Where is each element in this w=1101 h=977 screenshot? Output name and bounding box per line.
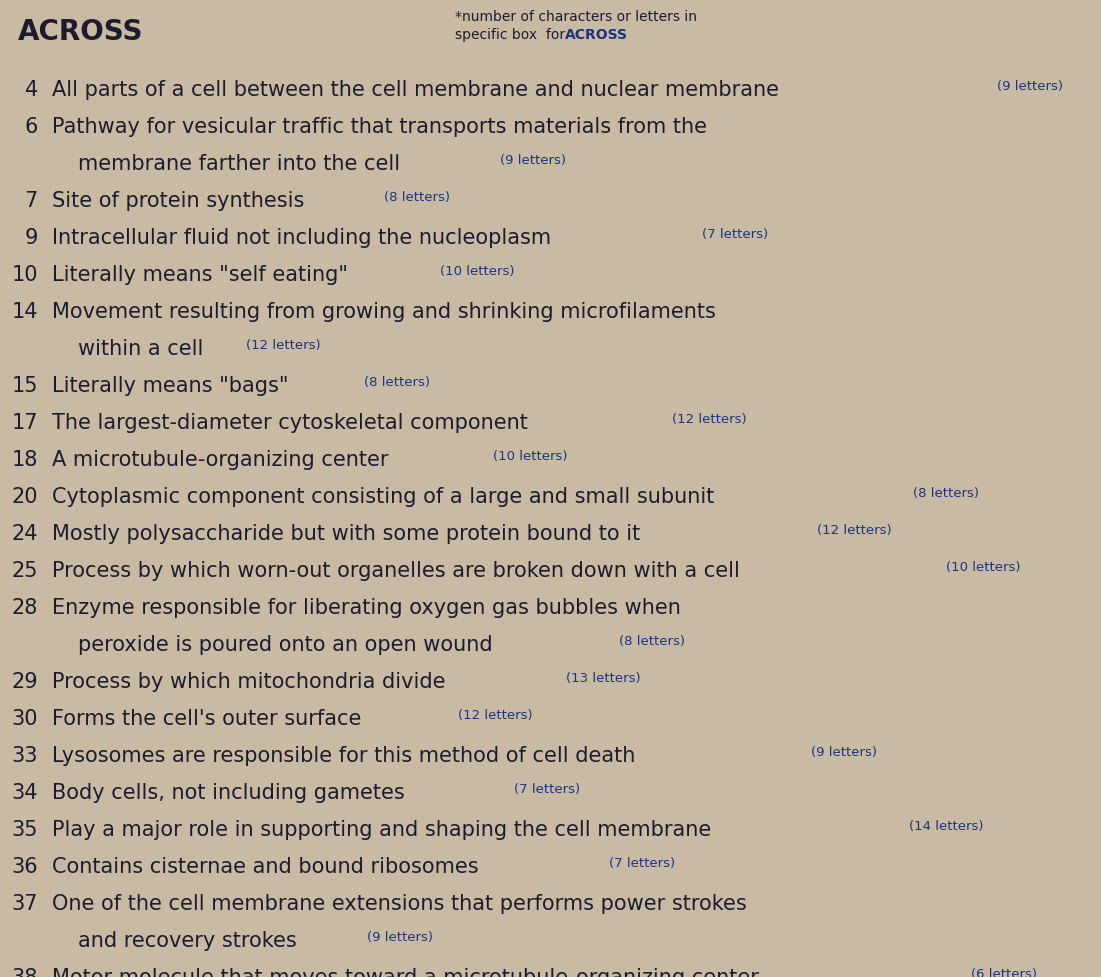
Text: Mostly polysaccharide but with some protein bound to it: Mostly polysaccharide but with some prot… (52, 524, 641, 543)
Text: 6: 6 (24, 117, 39, 137)
Text: Pathway for vesicular traffic that transports materials from the: Pathway for vesicular traffic that trans… (52, 117, 707, 137)
Text: 10: 10 (11, 265, 39, 284)
Text: 38: 38 (12, 967, 39, 977)
Text: (14 letters): (14 letters) (909, 819, 983, 832)
Text: A microtubule-organizing center: A microtubule-organizing center (52, 449, 389, 470)
Text: membrane farther into the cell: membrane farther into the cell (78, 153, 400, 174)
Text: (6 letters): (6 letters) (971, 967, 1036, 977)
Text: Motor molecule that moves toward a microtubule-organizing center: Motor molecule that moves toward a micro… (52, 967, 759, 977)
Text: 35: 35 (11, 819, 39, 839)
Text: (7 letters): (7 letters) (609, 856, 675, 870)
Text: Play a major role in supporting and shaping the cell membrane: Play a major role in supporting and shap… (52, 819, 711, 839)
Text: 15: 15 (11, 375, 39, 396)
Text: and recovery strokes: and recovery strokes (78, 930, 297, 950)
Text: Process by which worn-out organelles are broken down with a cell: Process by which worn-out organelles are… (52, 561, 740, 580)
Text: Site of protein synthesis: Site of protein synthesis (52, 191, 304, 211)
Text: Literally means "self eating": Literally means "self eating" (52, 265, 348, 284)
Text: 34: 34 (11, 783, 39, 802)
Text: (7 letters): (7 letters) (702, 228, 768, 240)
Text: peroxide is poured onto an open wound: peroxide is poured onto an open wound (78, 634, 492, 655)
Text: 28: 28 (12, 597, 39, 617)
Text: Cytoplasmic component consisting of a large and small subunit: Cytoplasmic component consisting of a la… (52, 487, 715, 506)
Text: Literally means "bags": Literally means "bags" (52, 375, 288, 396)
Text: (12 letters): (12 letters) (247, 339, 320, 352)
Text: 17: 17 (11, 412, 39, 433)
Text: specific box  for: specific box for (455, 28, 569, 42)
Text: (10 letters): (10 letters) (440, 265, 515, 277)
Text: (12 letters): (12 letters) (673, 412, 748, 426)
Text: (8 letters): (8 letters) (620, 634, 686, 648)
Text: ACROSS: ACROSS (565, 28, 628, 42)
Text: Contains cisternae and bound ribosomes: Contains cisternae and bound ribosomes (52, 856, 479, 876)
Text: 14: 14 (11, 302, 39, 321)
Text: Body cells, not including gametes: Body cells, not including gametes (52, 783, 405, 802)
Text: *number of characters or letters in: *number of characters or letters in (455, 10, 697, 24)
Text: (8 letters): (8 letters) (363, 375, 429, 389)
Text: (9 letters): (9 letters) (811, 745, 877, 758)
Text: Process by which mitochondria divide: Process by which mitochondria divide (52, 671, 446, 692)
Text: 24: 24 (11, 524, 39, 543)
Text: ACROSS: ACROSS (18, 18, 143, 46)
Text: (9 letters): (9 letters) (996, 80, 1062, 93)
Text: (12 letters): (12 letters) (458, 708, 532, 721)
Text: Enzyme responsible for liberating oxygen gas bubbles when: Enzyme responsible for liberating oxygen… (52, 597, 680, 617)
Text: 18: 18 (12, 449, 39, 470)
Text: 20: 20 (11, 487, 39, 506)
Text: One of the cell membrane extensions that performs power strokes: One of the cell membrane extensions that… (52, 893, 746, 913)
Text: (8 letters): (8 letters) (384, 191, 450, 204)
Text: within a cell: within a cell (78, 339, 204, 359)
Text: (7 letters): (7 letters) (513, 783, 580, 795)
Text: 25: 25 (11, 561, 39, 580)
Text: 30: 30 (11, 708, 39, 728)
Text: 33: 33 (11, 745, 39, 765)
Text: All parts of a cell between the cell membrane and nuclear membrane: All parts of a cell between the cell mem… (52, 80, 780, 100)
Text: (10 letters): (10 letters) (946, 561, 1021, 573)
Text: (12 letters): (12 letters) (817, 524, 892, 536)
Text: Forms the cell's outer surface: Forms the cell's outer surface (52, 708, 361, 728)
Text: 7: 7 (24, 191, 39, 211)
Text: (10 letters): (10 letters) (492, 449, 567, 462)
Text: 9: 9 (24, 228, 39, 248)
Text: (8 letters): (8 letters) (913, 487, 979, 499)
Text: (9 letters): (9 letters) (500, 153, 566, 167)
Text: (9 letters): (9 letters) (367, 930, 433, 943)
Text: The largest-diameter cytoskeletal component: The largest-diameter cytoskeletal compon… (52, 412, 527, 433)
Text: 29: 29 (11, 671, 39, 692)
Text: 4: 4 (24, 80, 39, 100)
Text: 36: 36 (11, 856, 39, 876)
Text: 37: 37 (11, 893, 39, 913)
Text: Intracellular fluid not including the nucleoplasm: Intracellular fluid not including the nu… (52, 228, 552, 248)
Text: (13 letters): (13 letters) (566, 671, 641, 684)
Text: Lysosomes are responsible for this method of cell death: Lysosomes are responsible for this metho… (52, 745, 635, 765)
Text: Movement resulting from growing and shrinking microfilaments: Movement resulting from growing and shri… (52, 302, 716, 321)
